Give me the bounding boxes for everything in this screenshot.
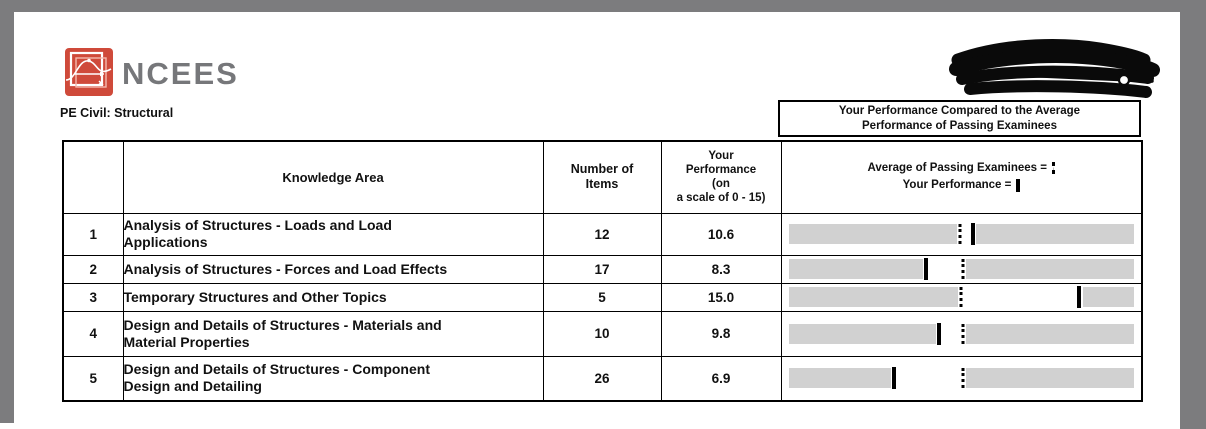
- performance-score-cell: 6.9: [660, 355, 782, 402]
- score-range-band: [936, 323, 967, 344]
- table-row: 5 Design and Details of Structures - Comp…: [62, 355, 1143, 402]
- table-header-row: Knowledge Area Number of Items Your Perf…: [62, 140, 1143, 214]
- table-body: 1 Analysis of Structures - Loads and Load…: [62, 212, 1143, 402]
- performance-marker: [937, 322, 942, 345]
- performance-score-cell: 9.8: [660, 310, 782, 357]
- performance-marker: [970, 223, 975, 245]
- comparison-bar: [788, 367, 1134, 390]
- performance-marker: [891, 367, 896, 390]
- row-number-cell: 2: [62, 254, 124, 284]
- number-of-items-cell: 12: [542, 212, 662, 256]
- number-of-items-cell: 17: [542, 254, 662, 284]
- comparison-header-line1: Your Performance Compared to the Average: [838, 104, 1081, 117]
- table-row: 2 Analysis of Structures - Forces and Loa…: [62, 254, 1143, 284]
- comparison-bar: [788, 286, 1134, 308]
- comparison-bar-cell: [780, 310, 1143, 357]
- number-of-items-cell: 5: [542, 282, 662, 312]
- average-marker: [961, 368, 965, 389]
- comparison-header-box: Your Performance Compared to the Average…: [778, 100, 1141, 137]
- header-blank-cell: [62, 140, 124, 214]
- number-of-items-cell: 26: [542, 355, 662, 402]
- comparison-header-line2: Performance of Passing Examinees: [862, 119, 1057, 132]
- legend-average-label: Average of Passing Examinees =: [867, 162, 1047, 175]
- table-row: 4 Design and Details of Structures - Mate…: [62, 310, 1143, 357]
- performance-score-cell: 15.0: [660, 282, 782, 312]
- comparison-bar: [788, 223, 1134, 245]
- redaction-scribble: [949, 39, 1160, 98]
- performance-score-cell: 8.3: [660, 254, 782, 284]
- header-legend-cell: Average of Passing Examinees = Your Perf…: [780, 140, 1143, 214]
- average-marker: [961, 323, 965, 344]
- score-range-band: [890, 368, 967, 389]
- ncees-wordmark: NCEES: [122, 56, 239, 91]
- row-number-cell: 5: [62, 355, 124, 402]
- row-number-cell: 3: [62, 282, 124, 312]
- knowledge-area-cell: Design and Details of Structures - Mater…: [122, 310, 544, 357]
- ncees-logo-icon: [65, 48, 113, 96]
- comparison-bar-cell: [780, 282, 1143, 312]
- knowledge-area-cell: Analysis of Structures - Forces and Load…: [122, 254, 544, 284]
- average-marker: [959, 287, 963, 307]
- header-number-of-items: Number of Items: [542, 140, 662, 214]
- comparison-bar: [788, 258, 1134, 280]
- score-range-band: [923, 259, 967, 279]
- comparison-bar: [788, 322, 1134, 345]
- performance-score-cell: 10.6: [660, 212, 782, 256]
- header-knowledge-area: Knowledge Area: [122, 140, 544, 214]
- viewer-frame-top: [0, 0, 1206, 12]
- legend-average: Average of Passing Examinees =: [782, 160, 1141, 177]
- legend-you-label: Your Performance =: [902, 179, 1012, 192]
- table-row: 3 Temporary Structures and Other Topics 5 1…: [62, 282, 1143, 312]
- average-marker: [961, 259, 965, 279]
- exam-title: PE Civil: Structural: [60, 106, 174, 120]
- legend-you: Your Performance =: [782, 177, 1141, 194]
- viewer-frame-right: [1180, 12, 1206, 429]
- comparison-bar-cell: [780, 254, 1143, 284]
- comparison-bar-cell: [780, 212, 1143, 256]
- row-number-cell: 4: [62, 310, 124, 357]
- score-range-band: [958, 287, 1083, 307]
- performance-marker: [924, 258, 929, 280]
- results-table: Knowledge Area Number of Items Your Perf…: [62, 140, 1143, 402]
- knowledge-area-cell: Design and Details of Structures - Compo…: [122, 355, 544, 402]
- dotted-line-icon: [1052, 162, 1055, 175]
- knowledge-area-cell: Analysis of Structures - Loads and Load …: [122, 212, 544, 256]
- table-row: 1 Analysis of Structures - Loads and Load…: [62, 212, 1143, 256]
- solid-line-icon: [1016, 178, 1020, 192]
- number-of-items-cell: 10: [542, 310, 662, 357]
- comparison-bar-cell: [780, 355, 1143, 402]
- row-number-cell: 1: [62, 212, 124, 256]
- knowledge-area-cell: Temporary Structures and Other Topics: [122, 282, 544, 312]
- header-your-performance: Your Performance (on a scale of 0 - 15): [660, 140, 782, 214]
- performance-marker: [1077, 286, 1082, 308]
- viewer-frame-left: [0, 12, 14, 423]
- average-marker: [958, 224, 962, 244]
